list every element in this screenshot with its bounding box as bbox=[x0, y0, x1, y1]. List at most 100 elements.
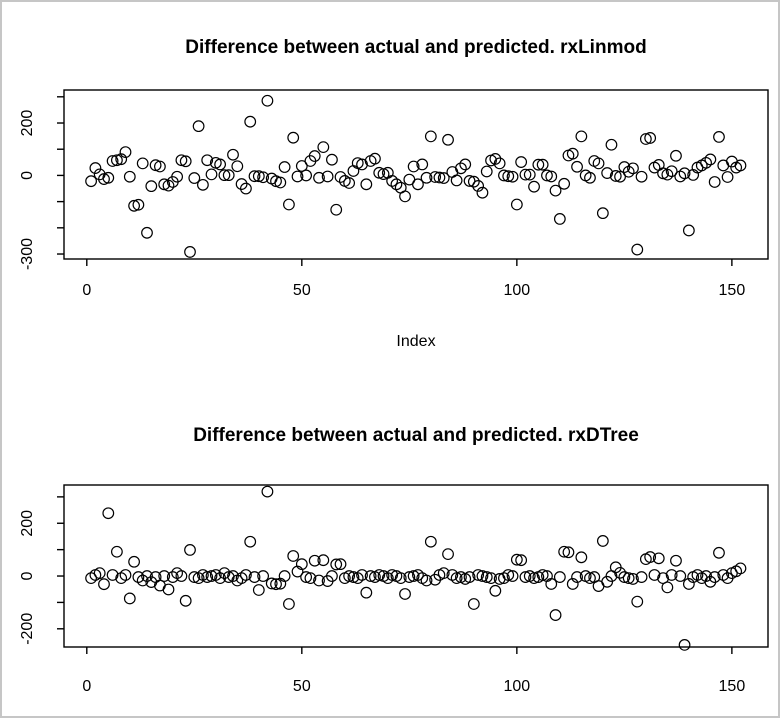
data-point bbox=[661, 581, 674, 594]
data-point bbox=[326, 153, 338, 166]
data-point bbox=[506, 570, 519, 582]
data-point bbox=[553, 213, 566, 225]
data-point bbox=[386, 175, 399, 187]
data-point bbox=[472, 569, 485, 581]
x-axis-tick-label: 50 bbox=[293, 282, 311, 299]
data-point bbox=[412, 178, 424, 191]
data-point bbox=[214, 158, 227, 171]
x-axis-tick-label: 150 bbox=[719, 678, 746, 695]
data-point bbox=[670, 149, 682, 162]
data-point bbox=[424, 535, 437, 548]
data-point bbox=[313, 171, 325, 184]
data-point bbox=[334, 171, 347, 183]
data-point bbox=[399, 588, 411, 600]
data-point bbox=[261, 485, 274, 498]
data-point bbox=[596, 535, 609, 547]
data-point bbox=[614, 566, 626, 579]
data-point bbox=[519, 571, 532, 583]
top-chart-x-axis-label: Index bbox=[396, 333, 436, 350]
data-point bbox=[132, 571, 145, 583]
data-point bbox=[592, 157, 605, 170]
data-point bbox=[252, 584, 265, 596]
data-point bbox=[356, 569, 368, 581]
data-point bbox=[420, 574, 433, 587]
data-point bbox=[493, 157, 506, 170]
data-point bbox=[678, 638, 691, 651]
data-point bbox=[498, 169, 510, 182]
data-point bbox=[291, 170, 304, 183]
data-point bbox=[166, 571, 179, 583]
data-point bbox=[463, 571, 476, 583]
data-point bbox=[648, 569, 661, 581]
data-point bbox=[334, 558, 347, 571]
data-point bbox=[317, 554, 330, 567]
data-point bbox=[485, 572, 497, 585]
top-chart-title: Difference between actual and predicted.… bbox=[185, 37, 647, 58]
data-point bbox=[635, 571, 648, 583]
data-point bbox=[283, 598, 295, 610]
data-point bbox=[549, 609, 562, 621]
data-point bbox=[510, 198, 523, 211]
data-point bbox=[119, 146, 132, 158]
data-point bbox=[136, 574, 149, 587]
data-point bbox=[480, 165, 493, 178]
plot-box bbox=[63, 89, 769, 260]
data-point bbox=[532, 158, 545, 171]
data-point bbox=[106, 155, 119, 167]
data-point bbox=[257, 171, 270, 184]
data-point bbox=[102, 171, 115, 184]
data-point bbox=[450, 174, 463, 187]
data-point bbox=[343, 570, 356, 582]
data-point bbox=[162, 179, 175, 192]
data-point bbox=[93, 567, 106, 580]
data-point bbox=[317, 141, 330, 154]
data-point bbox=[184, 544, 196, 556]
data-point bbox=[665, 569, 678, 581]
data-point bbox=[510, 553, 523, 566]
data-point bbox=[661, 168, 674, 181]
data-point bbox=[308, 150, 321, 162]
data-point bbox=[89, 162, 102, 174]
x-axis-tick-label: 100 bbox=[503, 678, 530, 695]
data-point bbox=[106, 569, 119, 581]
data-point bbox=[528, 180, 540, 193]
data-point bbox=[330, 558, 343, 571]
x-axis-tick-label: 100 bbox=[503, 282, 530, 299]
data-point bbox=[265, 577, 278, 590]
data-point bbox=[734, 159, 747, 172]
data-point bbox=[278, 570, 291, 582]
data-point bbox=[420, 171, 433, 184]
data-point bbox=[240, 182, 252, 195]
data-point bbox=[188, 172, 201, 184]
data-point bbox=[283, 198, 295, 211]
data-point bbox=[635, 170, 648, 183]
data-point bbox=[188, 571, 201, 583]
data-point bbox=[227, 570, 239, 582]
data-point bbox=[270, 578, 282, 591]
data-point bbox=[467, 598, 480, 610]
data-point bbox=[459, 158, 472, 171]
data-point bbox=[252, 170, 265, 183]
data-point bbox=[300, 571, 313, 583]
data-point bbox=[123, 592, 136, 605]
data-point bbox=[545, 170, 558, 183]
data-point bbox=[364, 570, 377, 582]
data-point bbox=[678, 167, 691, 180]
data-point bbox=[618, 571, 631, 583]
data-point bbox=[480, 571, 493, 583]
data-point bbox=[248, 571, 261, 583]
data-point bbox=[566, 147, 579, 160]
data-point bbox=[308, 554, 321, 567]
data-point bbox=[295, 558, 308, 571]
data-point bbox=[192, 120, 205, 133]
data-point bbox=[330, 203, 343, 216]
data-point bbox=[584, 171, 596, 184]
y-axis-tick-label: 0 bbox=[19, 571, 36, 580]
data-point bbox=[98, 578, 110, 591]
data-point bbox=[553, 571, 566, 583]
data-point bbox=[652, 552, 665, 565]
data-point bbox=[287, 131, 300, 144]
data-point bbox=[222, 169, 235, 182]
data-point bbox=[506, 170, 519, 183]
data-point bbox=[536, 158, 549, 171]
